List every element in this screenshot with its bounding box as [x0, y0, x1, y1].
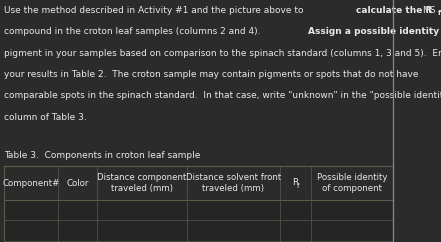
Text: Distance solvent front
traveled (mm): Distance solvent front traveled (mm): [186, 173, 281, 194]
Text: Distance component
traveled (mm): Distance component traveled (mm): [97, 173, 187, 194]
Text: compound in the croton leaf samples (columns 2 and 4).: compound in the croton leaf samples (col…: [4, 27, 267, 36]
Text: column of Table 3.: column of Table 3.: [4, 113, 87, 121]
Text: Use the method described in Activity #1 and the picture above to: Use the method described in Activity #1 …: [4, 6, 307, 15]
Bar: [4, 220, 393, 241]
Text: f: f: [438, 10, 441, 16]
Text: Possible identity
of component: Possible identity of component: [317, 173, 387, 194]
Text: Table 3.  Components in croton leaf sample: Table 3. Components in croton leaf sampl…: [4, 151, 201, 160]
Text: pigment in your samples based on comparison to the spinach standard (columns 1, : pigment in your samples based on compari…: [4, 49, 441, 58]
Text: your results in Table 2.  The croton sample may contain pigments or spots that d: your results in Table 2. The croton samp…: [4, 70, 419, 79]
Text: Component#: Component#: [2, 179, 60, 188]
Text: calculate the R: calculate the R: [356, 6, 433, 15]
Bar: [4, 166, 393, 242]
Text: Color: Color: [66, 179, 89, 188]
Text: MS: MS: [422, 6, 436, 15]
Text: comparable spots in the spinach standard.  In that case, write "unknown" in the : comparable spots in the spinach standard…: [4, 91, 441, 100]
Text: f: f: [297, 183, 299, 189]
Text: R: R: [292, 178, 299, 187]
Bar: [4, 166, 393, 200]
Bar: [4, 200, 393, 220]
Text: Assign a possible identity: Assign a possible identity: [308, 27, 439, 36]
Bar: [4, 241, 393, 242]
